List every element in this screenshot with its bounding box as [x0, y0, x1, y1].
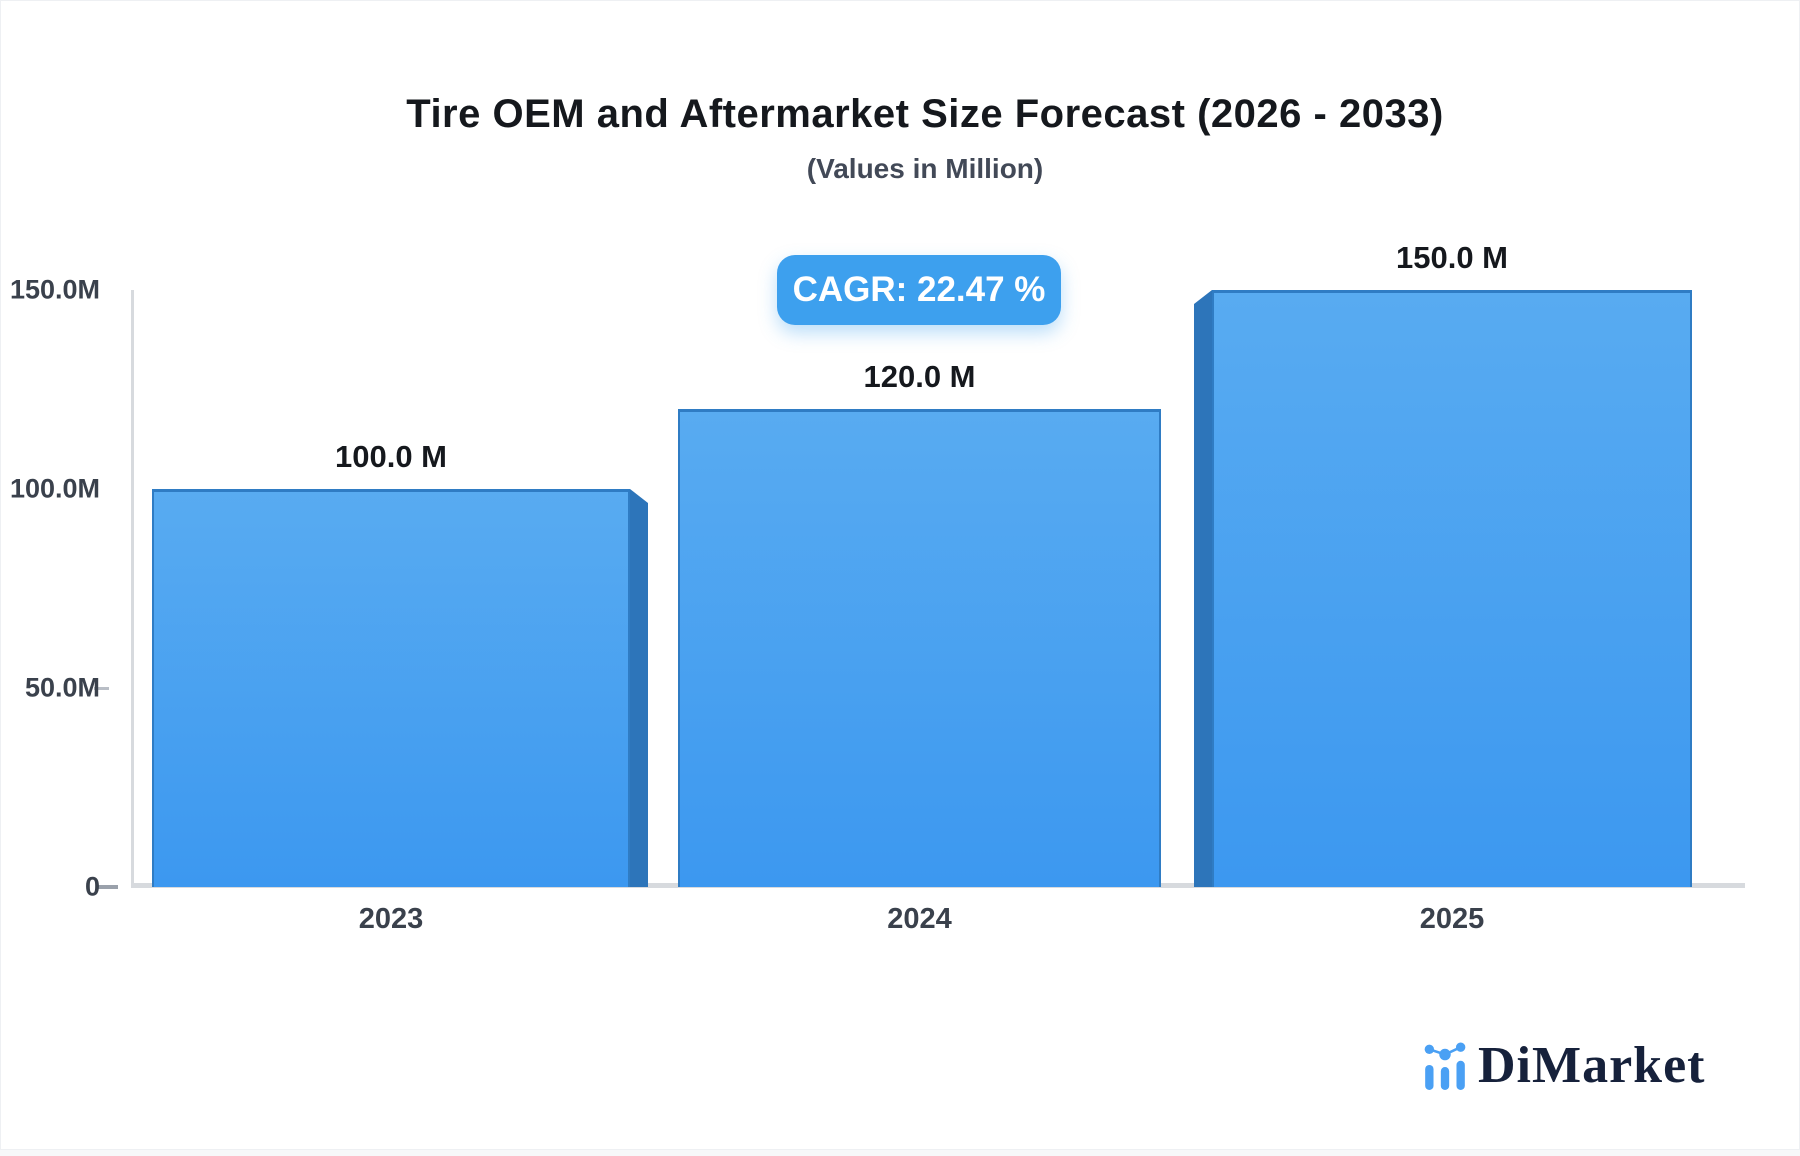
y-tick-mark	[97, 885, 118, 889]
bar-value-label: 150.0 M	[1395, 240, 1508, 275]
y-axis-label: 100.0M	[9, 473, 100, 504]
logo-chart-icon	[1424, 1042, 1466, 1090]
bar-2023[interactable]	[152, 489, 630, 887]
y-axis-label: 0	[84, 871, 100, 902]
x-axis-label: 2023	[358, 903, 424, 935]
chart-subtitle: (Values in Million)	[806, 153, 1044, 184]
bar-value-label: 100.0 M	[334, 439, 447, 474]
bar-2024[interactable]	[678, 409, 1161, 887]
x-axis-label: 2024	[887, 903, 952, 935]
bar-3d-side	[1194, 290, 1212, 887]
cagr-badge: CAGR: 22.47 %	[777, 255, 1061, 325]
bar-3d-side	[630, 489, 648, 887]
brand-logo: DiMarket	[1424, 1037, 1706, 1094]
x-axis-label: 2025	[1419, 903, 1485, 935]
bar-value-label: 120.0 M	[863, 359, 976, 395]
chart-title: Tire OEM and Aftermarket Size Forecast (…	[406, 92, 1444, 136]
y-axis-line	[131, 290, 134, 887]
y-axis-label: 50.0M	[24, 672, 100, 703]
y-tick-mark	[94, 686, 109, 690]
chart-header: Tire OEM and Aftermarket Size Forecast (…	[50, 0, 1800, 185]
y-axis-label: 150.0M	[9, 274, 100, 305]
bar-2025[interactable]	[1212, 290, 1692, 887]
brand-name: DiMarket	[1478, 1037, 1706, 1094]
